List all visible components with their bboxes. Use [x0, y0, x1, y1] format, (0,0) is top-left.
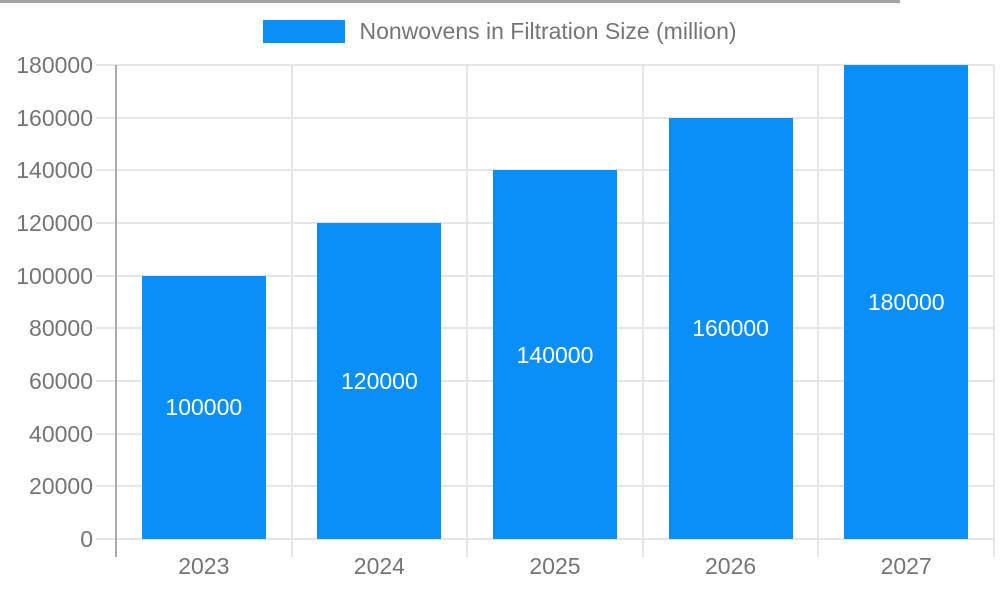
x-tick-label: 2026: [705, 553, 757, 579]
bar-2027[interactable]: 180000: [844, 65, 969, 539]
h-gridline: [96, 538, 994, 540]
v-gridline: [466, 65, 469, 557]
legend-label: Nonwovens in Filtration Size (million): [359, 18, 737, 44]
h-gridline: [96, 116, 994, 119]
y-tick-label: 100000: [16, 262, 93, 289]
bar-value-label: 100000: [165, 394, 243, 421]
x-tick-label: 2027: [880, 553, 932, 579]
y-tick-label: 160000: [16, 104, 93, 131]
bar-value-label: 120000: [341, 368, 418, 394]
x-axis-line: [0, 0, 900, 3]
y-tick-label: 80000: [29, 315, 93, 342]
y-axis-line: [115, 65, 117, 557]
bar-2023[interactable]: 100000: [141, 275, 266, 539]
y-tick-label: 120000: [16, 210, 93, 236]
legend: Nonwovens in Filtration Size (million): [0, 19, 1000, 44]
v-gridline: [290, 65, 293, 557]
bar-2024[interactable]: 120000: [317, 223, 442, 539]
bar-2026[interactable]: 160000: [668, 117, 793, 539]
x-tick-label: 2025: [529, 553, 581, 579]
y-tick-label: 180000: [16, 52, 93, 78]
v-gridline: [641, 65, 644, 557]
legend-swatch: [263, 20, 346, 43]
y-tick-label: 140000: [16, 157, 93, 184]
y-tick-label: 60000: [29, 368, 93, 394]
h-gridline: [96, 64, 994, 66]
y-tick-label: 0: [80, 526, 93, 552]
x-tick-label: 2023: [178, 553, 230, 579]
v-gridline: [993, 65, 995, 557]
v-gridline: [817, 65, 820, 557]
bar-value-label: 180000: [867, 289, 945, 315]
bar-2025[interactable]: 140000: [493, 170, 617, 539]
x-tick-label: 2024: [353, 553, 405, 579]
y-tick-label: 40000: [29, 420, 93, 447]
y-tick-label: 20000: [29, 473, 93, 500]
bar-value-label: 160000: [692, 315, 769, 342]
bar-value-label: 140000: [516, 341, 594, 368]
